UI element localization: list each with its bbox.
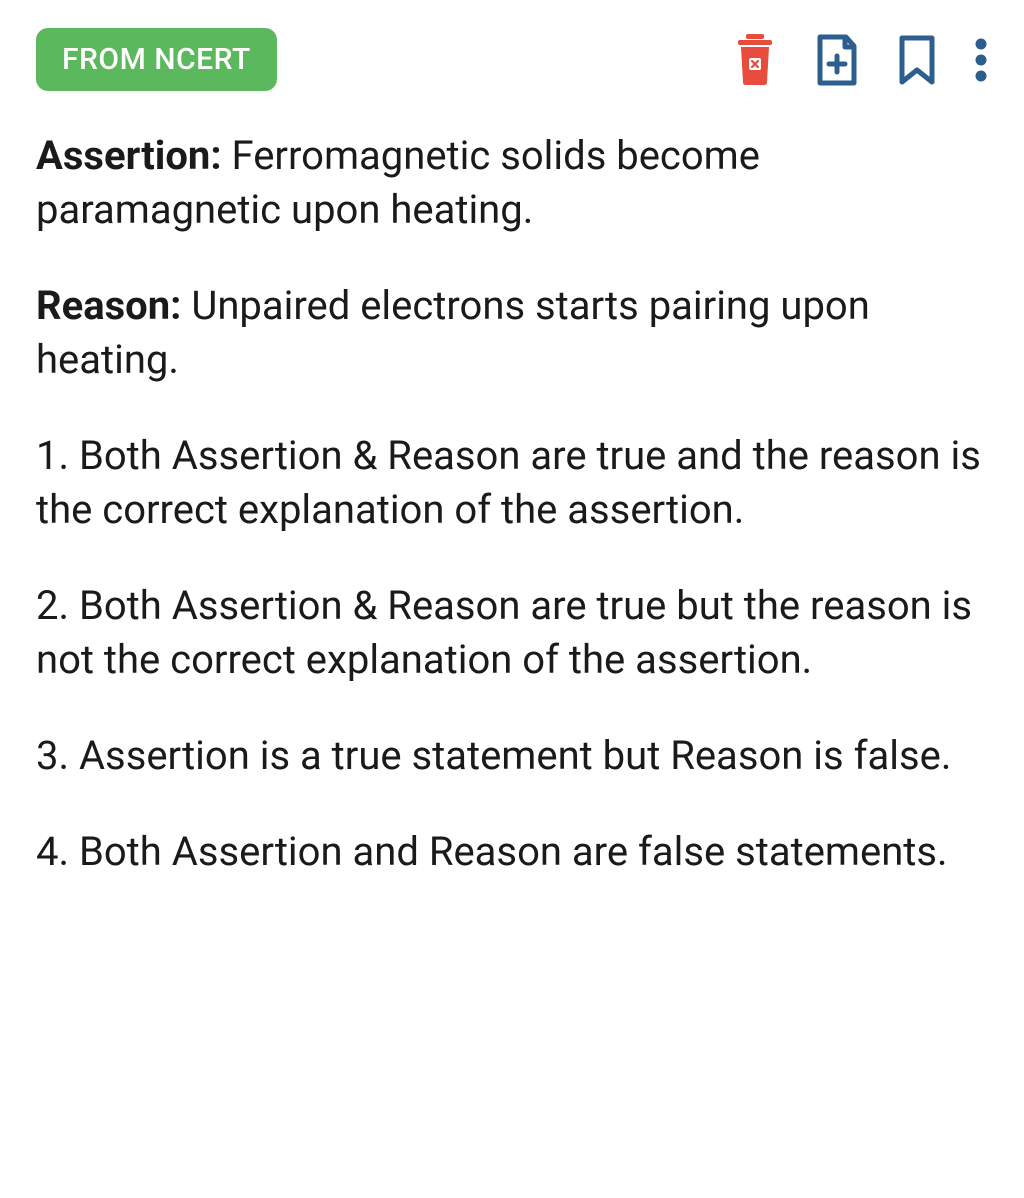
assertion-label: Assertion:: [36, 132, 222, 179]
assertion-block: Assertion: Ferromagnetic solids become p…: [36, 129, 988, 237]
more-menu-icon[interactable]: [974, 34, 988, 86]
add-note-icon[interactable]: [814, 34, 860, 86]
reason-block: Reason: Unpaired electrons starts pairin…: [36, 279, 988, 387]
action-icons: [732, 34, 988, 86]
option-4[interactable]: 4. Both Assertion and Reason are false s…: [36, 825, 988, 879]
option-2[interactable]: 2. Both Assertion & Reason are true but …: [36, 579, 988, 687]
header-row: FROM NCERT: [36, 28, 988, 91]
reason-label: Reason:: [36, 282, 181, 329]
option-1[interactable]: 1. Both Assertion & Reason are true and …: [36, 429, 988, 537]
option-3[interactable]: 3. Assertion is a true statement but Rea…: [36, 729, 988, 783]
bookmark-icon[interactable]: [896, 34, 938, 86]
delete-icon[interactable]: [732, 34, 778, 86]
source-badge: FROM NCERT: [36, 28, 277, 91]
question-content: Assertion: Ferromagnetic solids become p…: [36, 129, 988, 879]
question-card: FROM NCERT: [0, 0, 1024, 949]
